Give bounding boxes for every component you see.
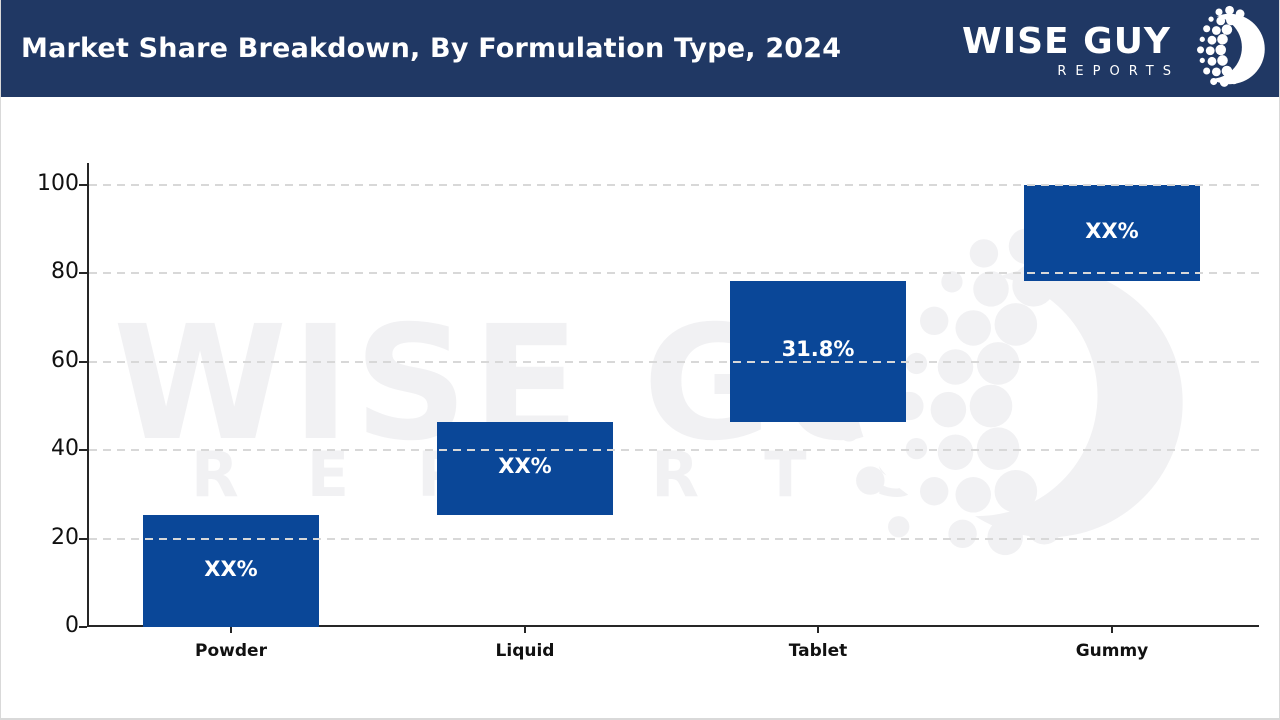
y-tick-label: 20 xyxy=(51,524,79,550)
bar-liquid xyxy=(437,421,613,515)
y-gridline xyxy=(89,183,1259,186)
x-category-label: Gummy xyxy=(1075,641,1149,661)
x-tick-mark xyxy=(1111,627,1113,633)
watermark-head-icon xyxy=(838,228,1183,556)
y-gridline xyxy=(89,537,1259,540)
wiseguy-head-icon xyxy=(1178,5,1265,87)
logo-wiseguy-text: WISE GUY xyxy=(961,20,1171,62)
plot-area: 0 20 40 60 80 100 XX% Powder XX% Liquid 31.8% Table… xyxy=(37,163,1259,661)
y-gridline xyxy=(89,360,1259,363)
bar-value-label: XX% xyxy=(204,556,258,581)
y-gridline xyxy=(89,272,1259,274)
y-tick-mark xyxy=(79,272,87,274)
y-tick-label: 40 xyxy=(51,436,79,461)
x-tick-mark xyxy=(817,627,819,633)
bar-value-label: XX% xyxy=(498,454,552,479)
x-category-label: Liquid xyxy=(495,641,555,661)
bar-gummy xyxy=(1024,184,1200,281)
x-tick-mark xyxy=(230,627,232,633)
y-tick-label: 100 xyxy=(37,170,79,196)
y-tick-label: 80 xyxy=(51,259,79,284)
x-category-label: Tablet xyxy=(788,641,848,661)
y-tick-mark xyxy=(79,537,87,540)
wiseguy-logo: WISE GUY REPORTS xyxy=(962,5,1265,93)
y-tick-label: 0 xyxy=(65,613,79,638)
y-tick-label: 60 xyxy=(51,347,79,373)
y-tick-mark xyxy=(79,183,87,186)
y-tick-mark xyxy=(79,626,87,628)
bar-tablet xyxy=(730,280,906,422)
x-category-label: Powder xyxy=(195,641,267,661)
header: Market Share Breakdown, By Formulation T… xyxy=(1,0,1279,97)
logo-reports-text: REPORTS xyxy=(1057,63,1180,79)
bar-powder xyxy=(143,514,319,627)
y-gridline xyxy=(89,449,1259,451)
y-tick-mark xyxy=(79,449,87,451)
bar-value-label: XX% xyxy=(1085,218,1139,243)
chart-title: Market Share Breakdown, By Formulation T… xyxy=(21,33,842,64)
y-tick-mark xyxy=(79,360,87,363)
bar-value-label: 31.8% xyxy=(781,337,855,362)
logo-text: WISE GUY REPORTS xyxy=(961,20,1171,78)
x-tick-mark xyxy=(524,627,526,633)
